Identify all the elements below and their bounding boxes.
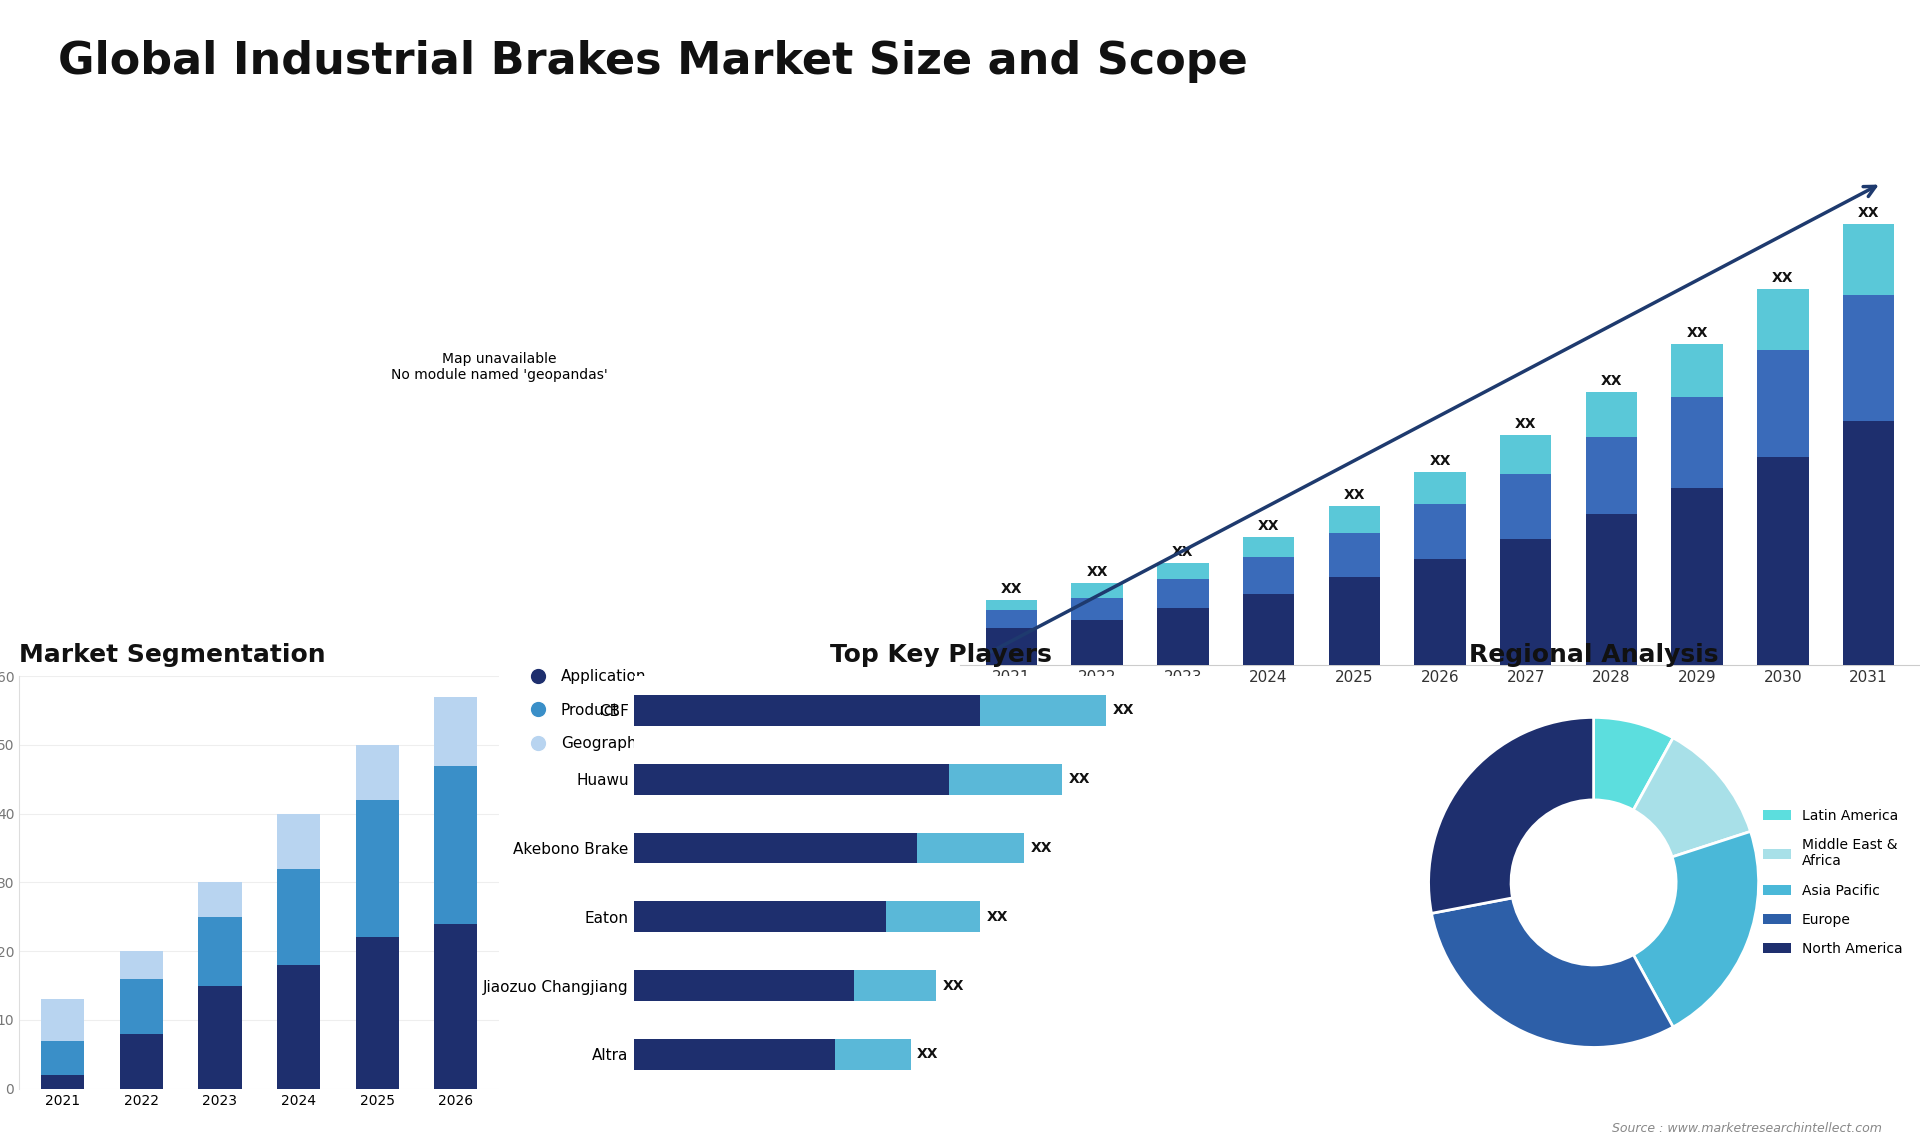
Bar [1672, 344, 1722, 397]
Bar [1071, 583, 1123, 598]
Bar [276, 814, 321, 869]
Text: Map unavailable
No module named 'geopandas': Map unavailable No module named 'geopand… [392, 352, 607, 382]
Bar [1757, 457, 1809, 665]
Bar [1415, 504, 1465, 559]
Bar [1242, 536, 1294, 557]
Text: XX: XX [1068, 772, 1091, 786]
Bar [634, 832, 918, 863]
Bar [835, 1039, 910, 1070]
Wedge shape [1594, 717, 1672, 810]
Bar [1329, 507, 1380, 533]
Legend: Latin America, Middle East &
Africa, Asia Pacific, Europe, North America: Latin America, Middle East & Africa, Asi… [1757, 803, 1908, 961]
Bar [1500, 539, 1551, 665]
Bar [1672, 397, 1722, 488]
Bar [198, 986, 242, 1089]
Text: XX: XX [1087, 565, 1108, 580]
Bar [854, 971, 937, 1002]
Bar [1415, 559, 1465, 665]
Bar [1672, 488, 1722, 665]
Bar [119, 1034, 163, 1089]
Bar [981, 694, 1106, 725]
Bar [634, 902, 885, 933]
Bar [1586, 515, 1638, 665]
Bar [355, 745, 399, 800]
Bar [355, 800, 399, 937]
Bar [1757, 289, 1809, 350]
Text: XX: XX [1031, 841, 1052, 855]
Title: Top Key Players: Top Key Players [829, 643, 1052, 667]
Bar [985, 599, 1037, 610]
Bar [1329, 533, 1380, 578]
Bar [1242, 557, 1294, 594]
Bar [1500, 473, 1551, 539]
Bar [276, 869, 321, 965]
Text: XX: XX [1000, 582, 1021, 596]
Bar [1242, 594, 1294, 665]
Bar [1500, 435, 1551, 473]
Wedge shape [1432, 897, 1672, 1047]
Text: XX: XX [1344, 488, 1365, 502]
Legend: Application, Product, Geography: Application, Product, Geography [516, 664, 653, 758]
Text: XX: XX [918, 1047, 939, 1061]
Bar [1071, 598, 1123, 620]
Bar [634, 1039, 835, 1070]
Title: Regional Analysis: Regional Analysis [1469, 643, 1718, 667]
Wedge shape [1428, 717, 1594, 913]
Bar [1329, 578, 1380, 665]
Bar [1843, 295, 1895, 421]
Bar [198, 882, 242, 917]
Bar [1158, 580, 1208, 607]
Bar [119, 951, 163, 979]
Bar [40, 999, 84, 1041]
Bar [634, 971, 854, 1002]
Text: Market Segmentation: Market Segmentation [19, 643, 326, 667]
Bar [1586, 392, 1638, 437]
Text: XX: XX [1772, 270, 1793, 285]
Bar [355, 937, 399, 1089]
Text: XX: XX [1171, 545, 1194, 559]
Text: XX: XX [1258, 519, 1279, 533]
Bar [985, 628, 1037, 665]
Bar [1158, 607, 1208, 665]
Bar [40, 1075, 84, 1089]
Text: XX: XX [1686, 325, 1709, 339]
Bar [1586, 437, 1638, 515]
Text: XX: XX [1601, 375, 1622, 388]
Text: Source : www.marketresearchintellect.com: Source : www.marketresearchintellect.com [1611, 1122, 1882, 1135]
Bar [40, 1041, 84, 1075]
Bar [1158, 563, 1208, 580]
Bar [985, 610, 1037, 628]
Bar [918, 832, 1023, 863]
Bar [434, 924, 478, 1089]
Bar [119, 979, 163, 1034]
Bar [1843, 223, 1895, 295]
Bar [634, 763, 948, 794]
Text: XX: XX [1428, 454, 1452, 468]
Text: XX: XX [1515, 417, 1536, 431]
Bar [434, 766, 478, 924]
Text: XX: XX [943, 979, 964, 992]
Bar [1415, 472, 1465, 504]
Bar [276, 965, 321, 1089]
Bar [634, 694, 981, 725]
Bar [198, 917, 242, 986]
Bar [885, 902, 981, 933]
Bar [1757, 350, 1809, 457]
Wedge shape [1634, 832, 1759, 1027]
Bar [1071, 620, 1123, 665]
Bar [434, 697, 478, 766]
Wedge shape [1634, 738, 1751, 857]
Bar [1843, 421, 1895, 665]
Text: XX: XX [987, 910, 1008, 924]
Text: XX: XX [1112, 704, 1135, 717]
Text: Global Industrial Brakes Market Size and Scope: Global Industrial Brakes Market Size and… [58, 40, 1248, 84]
Text: XX: XX [1859, 206, 1880, 220]
Bar [948, 763, 1062, 794]
